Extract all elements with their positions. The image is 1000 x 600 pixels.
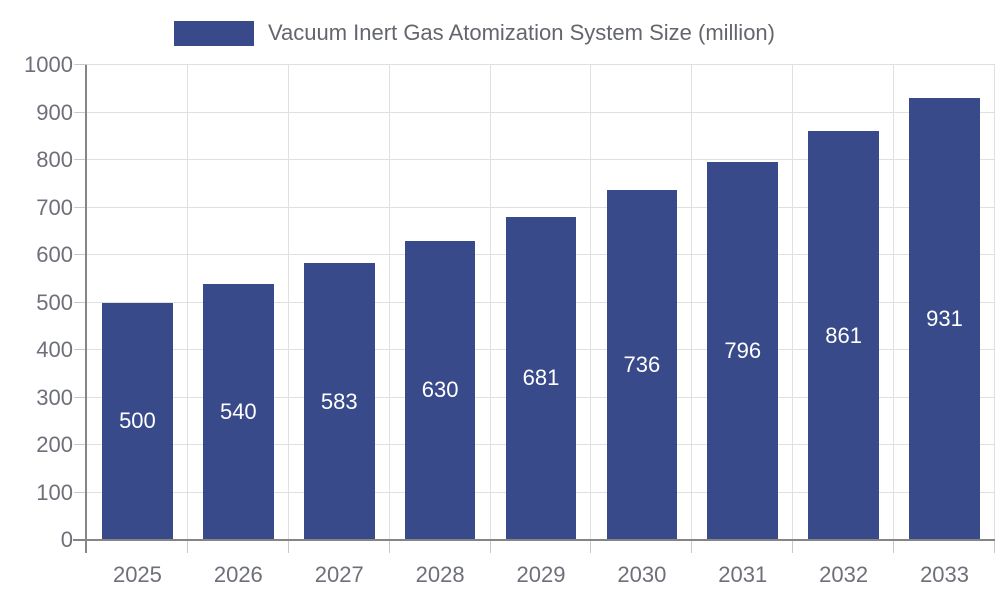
legend-swatch bbox=[174, 20, 254, 46]
y-axis-tick bbox=[74, 444, 87, 445]
gridline-horizontal bbox=[87, 64, 995, 65]
bar: 583 bbox=[303, 263, 375, 540]
bar-value-label: 796 bbox=[724, 337, 762, 363]
y-tick-label: 100 bbox=[36, 479, 73, 505]
gridline-vertical bbox=[994, 65, 995, 540]
bar-value-label: 681 bbox=[522, 365, 560, 391]
gridline-vertical bbox=[489, 65, 491, 540]
x-tick-label: 2031 bbox=[718, 562, 768, 587]
bar: 540 bbox=[203, 283, 274, 540]
x-tick-label: 2026 bbox=[213, 562, 263, 587]
x-tick-label: 2028 bbox=[415, 562, 465, 587]
x-axis-line bbox=[73, 539, 995, 541]
x-axis-labels: 2025 2026 2027 2028 2029 2030 2031 2032 2033 bbox=[87, 562, 995, 592]
gridline-vertical bbox=[388, 65, 390, 540]
bar-value-label: 630 bbox=[421, 377, 459, 403]
y-tick-label: 200 bbox=[36, 432, 73, 457]
y-tick-label: 700 bbox=[36, 194, 73, 220]
gridline-vertical bbox=[792, 65, 794, 540]
y-axis-tick bbox=[74, 254, 87, 255]
x-axis-tick bbox=[186, 540, 188, 553]
bar: 931 bbox=[909, 97, 980, 540]
y-tick-label: 1000 bbox=[24, 52, 73, 77]
bar: 500 bbox=[102, 302, 173, 540]
y-axis-tick bbox=[74, 349, 87, 350]
bar: 630 bbox=[404, 240, 476, 540]
gridline-vertical bbox=[893, 65, 895, 540]
y-axis-tick bbox=[74, 396, 87, 398]
x-tick-label: 2030 bbox=[617, 562, 667, 587]
y-axis-tick bbox=[74, 64, 87, 65]
bar-value-label: 540 bbox=[219, 398, 257, 424]
y-tick-label: 800 bbox=[36, 147, 73, 172]
bar: 796 bbox=[707, 161, 779, 540]
x-tick-label: 2033 bbox=[920, 562, 970, 587]
bar-layer: 500 540 583 630 681 736 796 861 931 bbox=[87, 65, 995, 540]
bar-value-label: 861 bbox=[825, 322, 862, 348]
gridline-vertical bbox=[287, 65, 289, 540]
y-axis-tick bbox=[74, 159, 87, 160]
x-axis-tick bbox=[994, 540, 995, 553]
gridline-vertical bbox=[691, 65, 693, 540]
y-tick-label: 600 bbox=[36, 242, 73, 267]
x-axis-tick bbox=[489, 540, 491, 553]
y-tick-label: 400 bbox=[36, 337, 73, 362]
bar-value-label: 583 bbox=[320, 388, 358, 414]
x-tick-label: 2032 bbox=[819, 562, 869, 587]
y-axis-tick bbox=[74, 491, 87, 493]
y-axis-tick bbox=[74, 301, 87, 303]
bar-value-label: 500 bbox=[119, 408, 156, 434]
legend-label: Vacuum Inert Gas Atomization System Size… bbox=[268, 20, 775, 45]
y-axis-line bbox=[85, 65, 87, 553]
gridline-vertical bbox=[186, 65, 188, 540]
y-tick-label: 0 bbox=[60, 527, 73, 552]
y-tick-label: 900 bbox=[36, 99, 73, 125]
y-tick-label: 300 bbox=[36, 384, 73, 410]
bar-value-label: 931 bbox=[926, 305, 963, 331]
x-axis-tick bbox=[691, 540, 693, 553]
bar: 681 bbox=[505, 216, 577, 540]
gridline-horizontal bbox=[87, 111, 995, 113]
gridline-horizontal bbox=[87, 206, 995, 208]
x-axis-tick bbox=[590, 540, 592, 553]
bar: 736 bbox=[606, 190, 678, 540]
x-axis-tick bbox=[893, 540, 895, 553]
bar-value-label: 736 bbox=[623, 352, 661, 378]
x-tick-label: 2025 bbox=[112, 562, 162, 587]
x-tick-label: 2029 bbox=[516, 562, 566, 587]
y-axis-tick bbox=[74, 206, 87, 208]
y-axis-labels: 0 100 200 300 400 500 600 700 800 900 1000 bbox=[0, 52, 73, 552]
x-axis-tick bbox=[792, 540, 794, 553]
y-tick-label: 500 bbox=[36, 289, 73, 315]
x-tick-label: 2027 bbox=[314, 562, 364, 587]
bar: 861 bbox=[808, 131, 879, 540]
legend: Vacuum Inert Gas Atomization System Size… bbox=[174, 20, 775, 46]
x-axis-tick bbox=[388, 540, 390, 553]
x-axis-tick bbox=[287, 540, 289, 553]
plot-area: 500 540 583 630 681 736 796 861 931 bbox=[74, 64, 995, 553]
gridline-horizontal bbox=[87, 159, 995, 160]
y-axis-tick bbox=[74, 111, 87, 113]
gridline-vertical bbox=[590, 65, 592, 540]
